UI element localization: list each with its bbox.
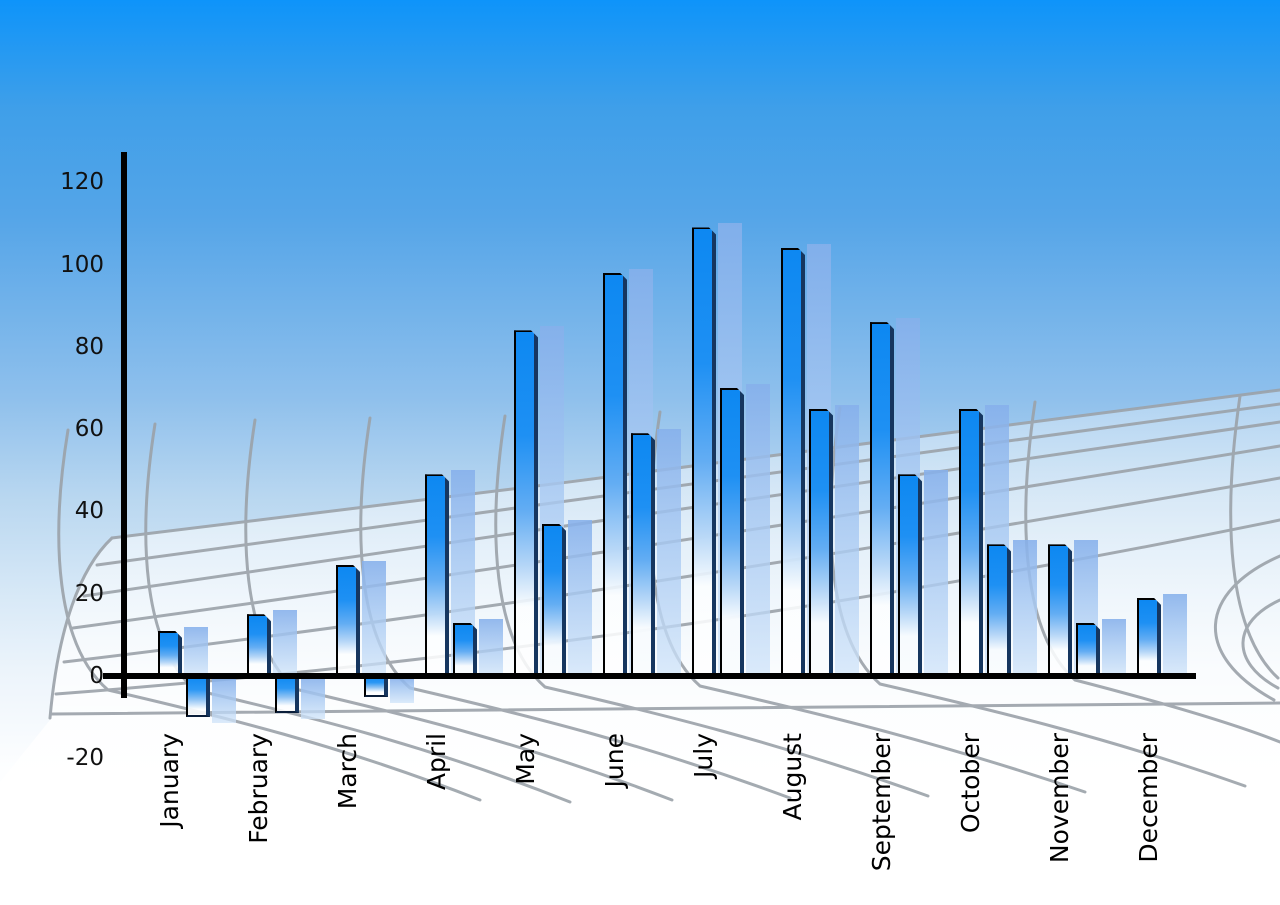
bar-july-2 bbox=[720, 388, 744, 676]
bar-april-2 bbox=[453, 623, 477, 676]
y-tick-label--20: -20 bbox=[66, 745, 104, 772]
bar-june-1 bbox=[603, 273, 627, 676]
bar-echo-july-2 bbox=[746, 383, 770, 676]
bar-echo-april-2 bbox=[479, 618, 503, 676]
y-tick-label-120: 120 bbox=[60, 169, 104, 196]
x-month-label-january: January bbox=[155, 733, 184, 828]
bar-march-1 bbox=[336, 565, 360, 676]
y-tick-label-60: 60 bbox=[74, 416, 104, 443]
x-month-label-february: February bbox=[244, 733, 273, 844]
bar-february-1 bbox=[247, 614, 271, 676]
bar-echo-march-1 bbox=[362, 560, 386, 676]
bar-echo-january-2 bbox=[212, 678, 236, 724]
y-tick-label-40: 40 bbox=[74, 498, 104, 525]
bar-june-2 bbox=[631, 433, 655, 676]
x-month-label-september: September bbox=[867, 733, 896, 872]
bar-august-2 bbox=[809, 409, 833, 676]
bar-echo-february-1 bbox=[273, 610, 297, 676]
bar-april-1 bbox=[425, 474, 449, 676]
bar-august-1 bbox=[781, 248, 805, 676]
y-tick-label-100: 100 bbox=[60, 251, 104, 278]
bar-echo-november-2 bbox=[1102, 618, 1126, 676]
bar-november-1 bbox=[1048, 544, 1072, 676]
x-month-label-august: August bbox=[778, 733, 807, 821]
x-month-label-october: October bbox=[956, 733, 985, 834]
x-axis-line bbox=[103, 673, 1196, 679]
bar-january-1 bbox=[158, 631, 182, 676]
bar-september-1 bbox=[870, 322, 894, 676]
bar-echo-september-2 bbox=[924, 470, 948, 676]
bar-may-1 bbox=[514, 330, 538, 676]
bar-march-2 bbox=[364, 676, 388, 697]
x-month-label-may: May bbox=[511, 733, 540, 785]
bar-echo-august-2 bbox=[835, 404, 859, 676]
bar-echo-may-2 bbox=[568, 519, 592, 676]
bar-echo-december-1 bbox=[1163, 593, 1187, 676]
x-month-label-april: April bbox=[422, 733, 451, 791]
bar-echo-january-1 bbox=[184, 626, 208, 676]
x-month-label-december: December bbox=[1134, 733, 1163, 863]
y-tick-label-0: 0 bbox=[89, 663, 104, 689]
bar-echo-march-2 bbox=[390, 678, 414, 703]
bar-september-2 bbox=[898, 474, 922, 676]
y-tick-label-20: 20 bbox=[74, 580, 104, 607]
bar-october-1 bbox=[959, 409, 983, 676]
x-month-label-november: November bbox=[1045, 733, 1074, 864]
bar-echo-october-2 bbox=[1013, 540, 1037, 676]
x-month-label-june: June bbox=[600, 733, 629, 788]
x-month-label-march: March bbox=[333, 733, 362, 810]
bar-february-2 bbox=[275, 676, 299, 714]
bar-july-1 bbox=[692, 227, 716, 676]
bar-january-2 bbox=[186, 676, 210, 718]
bar-may-2 bbox=[542, 524, 566, 676]
bar-december-1 bbox=[1137, 598, 1161, 676]
y-tick-label-80: 80 bbox=[74, 333, 104, 360]
bar-november-2 bbox=[1076, 623, 1100, 676]
y-axis-line bbox=[121, 152, 127, 698]
bar-echo-june-2 bbox=[657, 429, 681, 676]
bar-october-2 bbox=[987, 544, 1011, 676]
x-month-label-july: July bbox=[689, 733, 718, 778]
bar-echo-february-2 bbox=[301, 678, 325, 720]
